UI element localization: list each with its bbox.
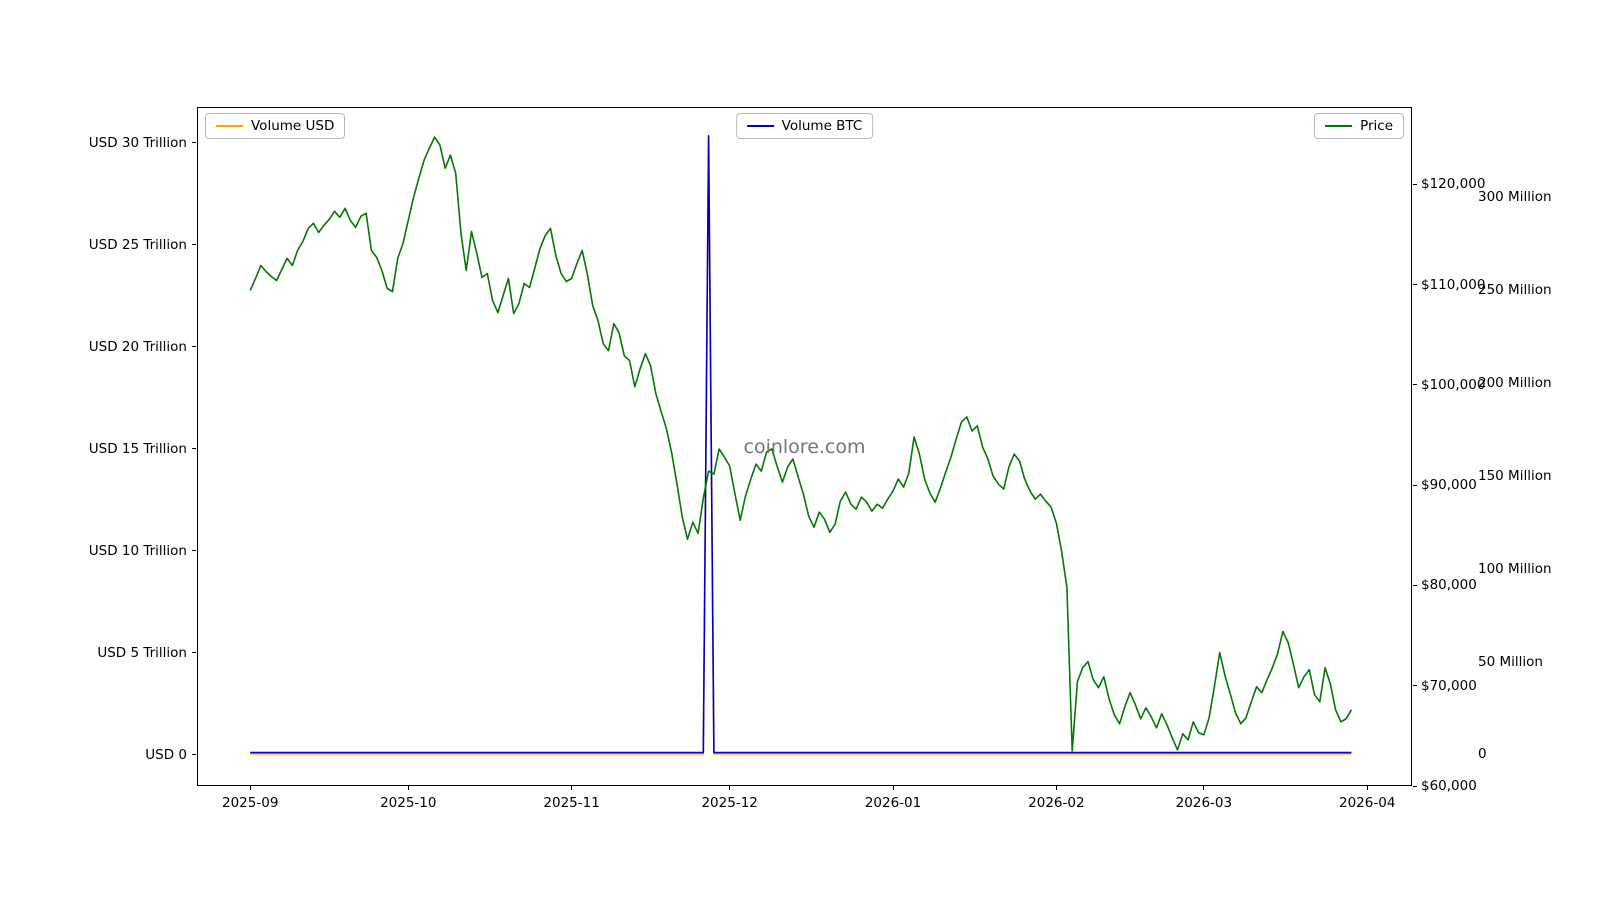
tick-mark [1413,685,1417,687]
series-line-price [249,136,1353,752]
y-tick-label-price: $70,000 [1421,677,1477,694]
legend-label-volume-btc: Volume BTC [781,118,863,134]
plot-canvas [249,134,1353,755]
tick-mark [729,786,731,790]
tick-mark [1366,786,1368,790]
x-tick-label: 2026-01 [864,795,922,811]
tick-mark [571,786,573,790]
y-tick-label-volume-usd: USD 0 [145,746,187,763]
tick-mark [1413,183,1417,185]
y-tick-label-volume-btc: 100 Million [1478,560,1552,577]
watermark: coinlore.com [743,435,866,458]
x-tick-label: 2025-09 [222,795,279,811]
tick-mark [1413,584,1417,586]
y-tick-label-volume-btc: 150 Million [1478,467,1552,484]
y-tick-label-volume-btc: 300 Million [1478,189,1552,206]
volume-btc-line-swatch [746,125,774,127]
y-tick-label-volume-usd: USD 15 Trillion [88,440,187,457]
tick-mark [192,754,196,756]
y-tick-label-price: $120,000 [1421,176,1486,193]
x-tick-label: 2026-03 [1175,795,1233,811]
volume-usd-line-swatch [216,125,243,127]
tick-mark [192,550,196,552]
tick-mark [192,652,196,654]
tick-mark [192,448,196,450]
legend-volume-btc: Volume BTC [735,113,874,139]
legend-label-price: Price [1360,118,1393,134]
y-tick-label-price: $60,000 [1421,778,1477,794]
legend-label-volume-usd: Volume USD [251,118,335,134]
legend-volume-usd: Volume USD [205,113,346,139]
tick-mark [1413,785,1417,787]
tick-mark [892,786,894,790]
plot-area: Volume USD Volume BTC Price coinlore.com [197,107,1412,786]
x-tick-label: 2026-02 [1028,795,1085,811]
x-tick-label: 2025-10 [380,795,437,811]
y-tick-label-volume-btc: 250 Million [1478,281,1552,298]
tick-mark [1055,786,1057,790]
tick-mark [249,786,251,790]
tick-mark [192,346,196,348]
y-tick-label-price: $80,000 [1421,577,1477,594]
tick-mark [1413,284,1417,286]
x-tick-label: 2025-11 [543,795,600,811]
price-line-swatch [1325,125,1353,127]
tick-mark [407,786,409,790]
y-tick-label-volume-btc: 50 Million [1478,653,1543,670]
y-tick-label-volume-usd: USD 5 Trillion [97,644,187,661]
legend-price: Price [1314,113,1404,139]
y-tick-label-volume-btc: 0 [1478,746,1487,763]
y-tick-label-volume-usd: USD 20 Trillion [88,338,187,355]
tick-mark [192,244,196,246]
y-tick-label-volume-usd: USD 10 Trillion [88,542,187,559]
x-tick-label: 2025-12 [701,795,758,811]
y-tick-label-price: $110,000 [1421,276,1486,293]
y-tick-label-volume-usd: USD 25 Trillion [88,236,187,253]
y-tick-label-price: $90,000 [1421,477,1477,494]
series-line-volume-btc [250,134,1352,754]
y-tick-label-volume-btc: 200 Million [1478,374,1552,391]
tick-mark [1413,384,1417,386]
y-tick-label-price: $100,000 [1421,376,1486,393]
y-tick-label-volume-usd: USD 30 Trillion [88,134,187,151]
x-tick-label: 2026-04 [1339,795,1396,811]
tick-mark [1413,484,1417,486]
tick-mark [192,142,196,144]
series-line-volume-usd [250,135,1352,755]
tick-mark [1203,786,1205,790]
